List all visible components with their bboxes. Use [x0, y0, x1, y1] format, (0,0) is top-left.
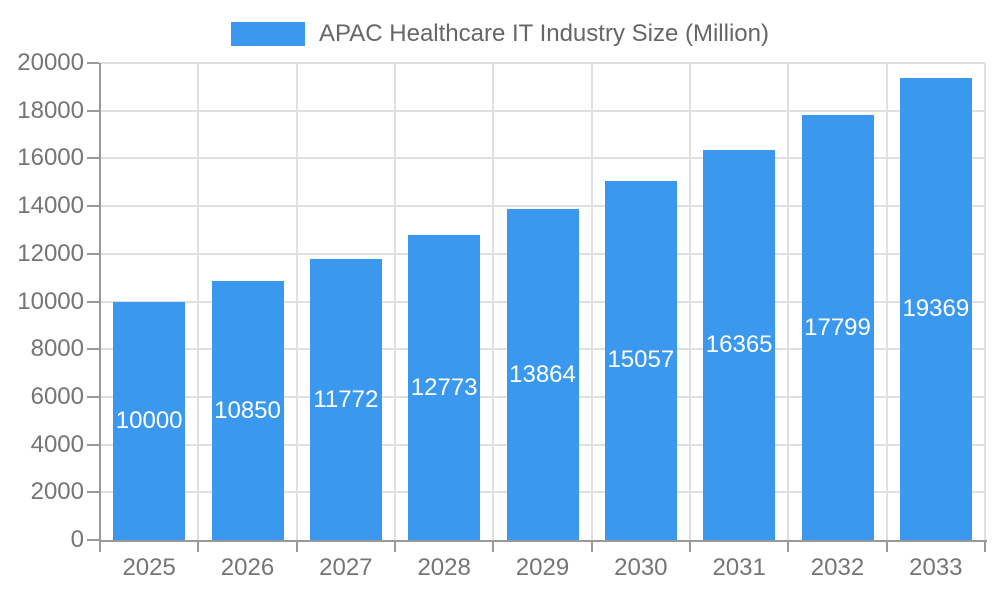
bar-2027[interactable]: 11772: [309, 259, 382, 540]
y-axis-tick-label: 12000: [17, 239, 84, 267]
gridline-horizontal: [100, 109, 985, 112]
y-axis-tick-label: 14000: [17, 192, 84, 220]
x-axis-tick: [492, 542, 495, 552]
gridline-vertical: [984, 63, 986, 540]
x-axis-tick-label: 2030: [614, 554, 668, 581]
gridline-horizontal: [100, 62, 985, 64]
x-axis-tick: [689, 542, 691, 552]
gridline-vertical: [885, 63, 888, 540]
x-axis-tick-label: 2031: [712, 554, 766, 581]
x-axis-tick-label: 2033: [909, 554, 963, 581]
x-axis-tick-label: 2029: [515, 554, 570, 581]
y-axis-tick-label: 0: [70, 526, 84, 553]
y-axis-tick-label: 10000: [17, 287, 84, 315]
bar-value-label: 10000: [115, 406, 183, 434]
x-axis-tick: [295, 542, 298, 552]
bar-2026[interactable]: 10850: [211, 281, 284, 540]
bar-value-label: 11772: [313, 385, 379, 413]
bar-2025[interactable]: 10000: [113, 301, 186, 540]
y-axis-tick: [87, 300, 99, 303]
bar-2030[interactable]: 15057: [604, 180, 677, 540]
x-axis-tick: [99, 542, 101, 552]
x-axis-tick-label: 2025: [122, 554, 176, 581]
gridline-vertical: [590, 63, 593, 540]
gridline-horizontal: [100, 157, 985, 160]
y-axis-tick: [87, 348, 99, 351]
bar-value-label: 15057: [607, 346, 675, 374]
gridline-vertical: [197, 63, 200, 540]
y-axis-tick-label: 4000: [30, 430, 84, 458]
y-axis-tick-label: 20000: [17, 49, 84, 76]
legend-item[interactable]: APAC Healthcare IT Industry Size (Millio…: [0, 20, 1000, 48]
x-axis-tick: [590, 542, 593, 552]
x-axis-line: [99, 540, 987, 542]
gridline-vertical: [787, 63, 790, 540]
gridline-vertical: [295, 63, 298, 540]
legend-swatch: [231, 22, 306, 46]
bar-value-label: 17799: [804, 313, 871, 341]
x-axis-tick-label: 2028: [417, 554, 471, 581]
x-axis-tick: [394, 542, 396, 552]
y-axis-tick: [87, 491, 99, 494]
x-axis-tick-label: 2032: [810, 554, 865, 581]
y-axis-tick-label: 18000: [17, 96, 84, 124]
bar-value-label: 19369: [902, 295, 970, 323]
x-axis-tick: [885, 542, 888, 552]
x-axis-tick: [984, 542, 986, 552]
gridline-vertical: [492, 63, 495, 540]
bar-2031[interactable]: 16365: [703, 149, 776, 540]
y-axis-line: [99, 63, 101, 542]
bar-value-label: 13864: [509, 360, 576, 388]
y-axis-tick: [87, 62, 99, 64]
bar-2032[interactable]: 17799: [801, 115, 874, 540]
bar-2033[interactable]: 19369: [899, 78, 972, 540]
gridline-horizontal: [100, 205, 985, 208]
bar-value-label: 12773: [410, 373, 478, 401]
gridline-vertical: [689, 63, 691, 540]
bar-2029[interactable]: 13864: [506, 209, 579, 540]
y-axis-tick-label: 8000: [30, 335, 84, 363]
x-axis-tick-label: 2026: [220, 554, 275, 581]
x-axis-tick: [787, 542, 790, 552]
y-axis-tick: [87, 443, 99, 446]
y-axis-tick-label: 2000: [30, 478, 84, 506]
y-axis-tick: [87, 395, 99, 398]
x-axis-tick-label: 2027: [319, 554, 373, 581]
y-axis-tick: [87, 205, 99, 208]
x-axis-tick: [197, 542, 200, 552]
gridline-vertical: [394, 63, 396, 540]
y-axis-tick: [87, 539, 99, 541]
legend-label: APAC Healthcare IT Industry Size (Millio…: [319, 20, 769, 47]
y-axis-tick: [87, 252, 99, 255]
y-axis-tick-label: 16000: [17, 144, 84, 172]
bar-2028[interactable]: 12773: [408, 235, 481, 540]
y-axis-tick: [87, 157, 99, 160]
bar-value-label: 10850: [214, 396, 281, 424]
plot-area: 0 2000 4000 6000 8000 10000 12000 14000 16000 180…: [17, 51, 987, 580]
y-axis-tick: [87, 109, 99, 112]
y-axis-tick-label: 6000: [30, 382, 84, 410]
bar-value-label: 16365: [705, 330, 773, 358]
